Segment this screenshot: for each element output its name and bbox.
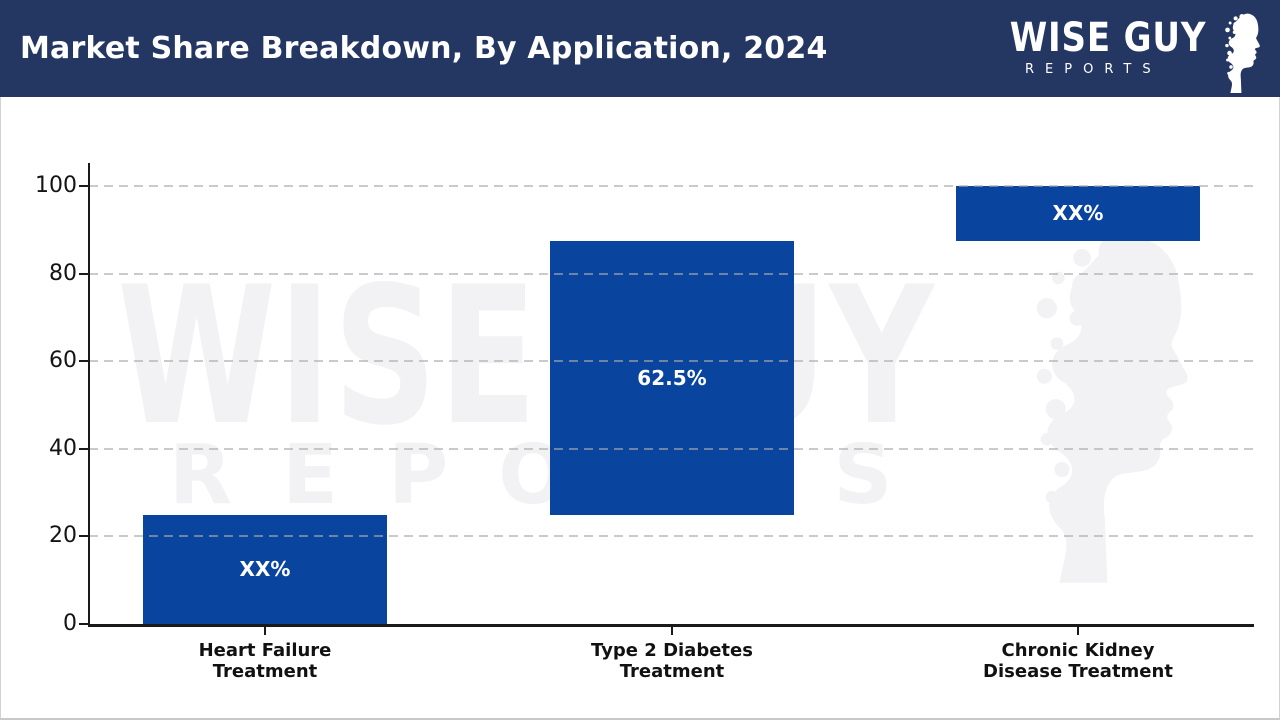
y-axis-tick-label: 80 xyxy=(49,260,77,286)
x-axis-line xyxy=(88,624,1254,627)
x-axis-category-line: Type 2 Diabetes xyxy=(591,640,753,661)
x-axis-category-line: Disease Treatment xyxy=(983,661,1173,682)
y-axis-tick-label: 20 xyxy=(49,523,77,549)
bar-segment: XX% xyxy=(143,514,387,624)
chart-title: Market Share Breakdown, By Application, … xyxy=(20,31,828,66)
brand-head-icon xyxy=(1202,12,1260,93)
y-axis-tick-mark xyxy=(79,447,89,450)
y-axis-tick-mark xyxy=(79,535,89,538)
x-axis-category-line: Heart Failure xyxy=(198,640,332,661)
x-axis-tick-mark xyxy=(1077,627,1079,635)
x-axis-category-label: Chronic Kidney Disease Treatment xyxy=(918,640,1238,682)
watermark-text-primary: WISE GUY xyxy=(117,246,936,467)
y-axis-tick-mark xyxy=(79,360,89,363)
bar-segment: 62.5% xyxy=(550,240,794,515)
y-axis-tick-mark xyxy=(79,272,89,275)
x-axis-tick-mark xyxy=(671,627,673,635)
x-axis-category-line: Treatment xyxy=(619,661,725,682)
y-axis-tick-mark xyxy=(79,623,89,625)
y-axis-line xyxy=(88,163,90,626)
brand-subtitle: REPORTS xyxy=(1025,62,1162,77)
y-axis-tick-mark xyxy=(79,185,89,187)
y-axis-tick-label: 0 xyxy=(63,611,77,636)
x-axis-category-line: Treatment xyxy=(212,661,318,682)
brand-logo-text: WISE GUY REPORTS xyxy=(975,16,1206,77)
x-axis-category-line: Chronic Kidney xyxy=(1001,640,1155,661)
y-axis-tick-label: 100 xyxy=(35,173,77,198)
bar-value-label: XX% xyxy=(239,557,291,582)
x-axis-tick-mark xyxy=(264,627,266,635)
brand-name: WISE GUY xyxy=(1009,15,1206,61)
chart-canvas: WISE GUY REPORTS 020406080100XX%62.5%XX%… xyxy=(0,97,1280,720)
y-axis-tick-label: 60 xyxy=(49,348,77,374)
bar-value-label: 62.5% xyxy=(637,365,707,390)
bar-segment: XX% xyxy=(956,186,1200,241)
gridline xyxy=(89,535,1254,538)
y-axis-tick-label: 40 xyxy=(49,435,77,461)
gridline xyxy=(89,272,1254,275)
gridline xyxy=(89,360,1254,363)
gridline xyxy=(89,185,1254,187)
bar-value-label: XX% xyxy=(1052,201,1104,226)
gridline xyxy=(89,447,1254,450)
x-axis-category-label: Heart Failure Treatment xyxy=(105,640,425,682)
brand-logo: WISE GUY REPORTS xyxy=(1009,6,1268,93)
watermark-head-icon xyxy=(936,230,1188,583)
header: Market Share Breakdown, By Application, … xyxy=(0,0,1280,97)
x-axis-category-label: Type 2 Diabetes Treatment xyxy=(512,640,832,682)
